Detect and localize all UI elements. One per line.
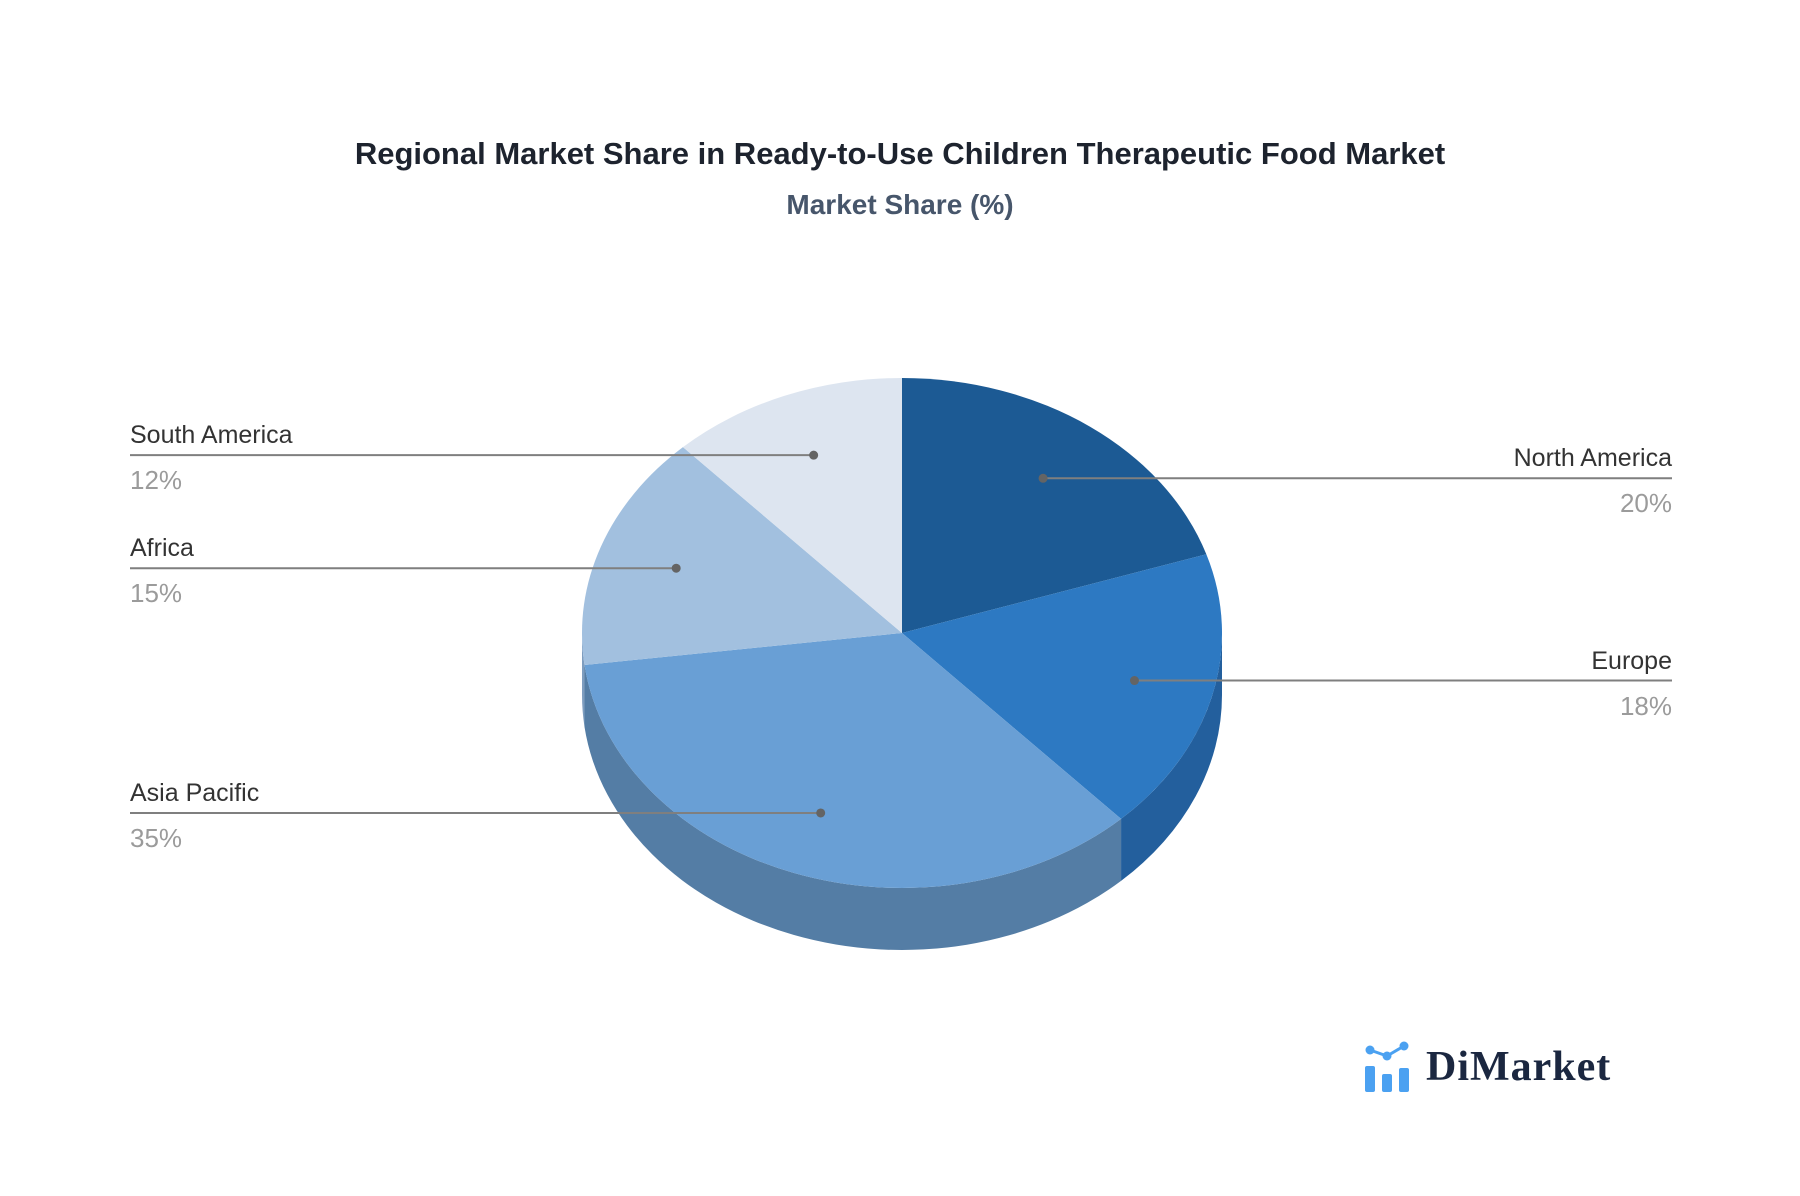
bar-chart-logo-icon — [1365, 1041, 1409, 1092]
slice-value-label: 15% — [130, 578, 183, 609]
slice-name-label: Europe — [1591, 646, 1672, 675]
pie-slice-europe — [902, 554, 1222, 819]
pie-slice-north-america — [902, 378, 1207, 633]
label-anchor-dot — [1038, 473, 1048, 483]
chart-title: Regional Market Share in Ready-to-Use Ch… — [354, 136, 1446, 171]
pie-slice-side-europe — [1121, 633, 1222, 881]
slice-name-label: Africa — [130, 534, 194, 563]
pie-slice-asia-pacific — [584, 633, 1122, 888]
slice-value-label: 20% — [1619, 488, 1672, 519]
chart-subtitle: Market Share (%) — [786, 189, 1014, 220]
slice-name-label: South America — [130, 421, 293, 450]
slice-name-label: Asia Pacific — [130, 778, 260, 807]
slice-value-label: 18% — [1619, 690, 1672, 721]
brand-logo-text: DiMarket — [1426, 1044, 1612, 1090]
pie-slice-side-africa — [582, 633, 585, 727]
label-anchor-dot — [809, 450, 819, 460]
slice-value-label: 35% — [130, 822, 183, 853]
slice-value-label: 12% — [130, 465, 183, 496]
slice-name-label: North America — [1513, 444, 1672, 473]
label-anchor-dot — [1129, 676, 1139, 686]
label-anchor-dot — [671, 563, 681, 573]
pie-slice-africa — [582, 447, 902, 665]
label-anchor-dot — [816, 808, 826, 818]
brand-logo: DiMarket — [1363, 1038, 1611, 1092]
pie-slice-south-america — [682, 378, 902, 633]
pie-slice-side-asia-pacific — [584, 664, 1122, 950]
